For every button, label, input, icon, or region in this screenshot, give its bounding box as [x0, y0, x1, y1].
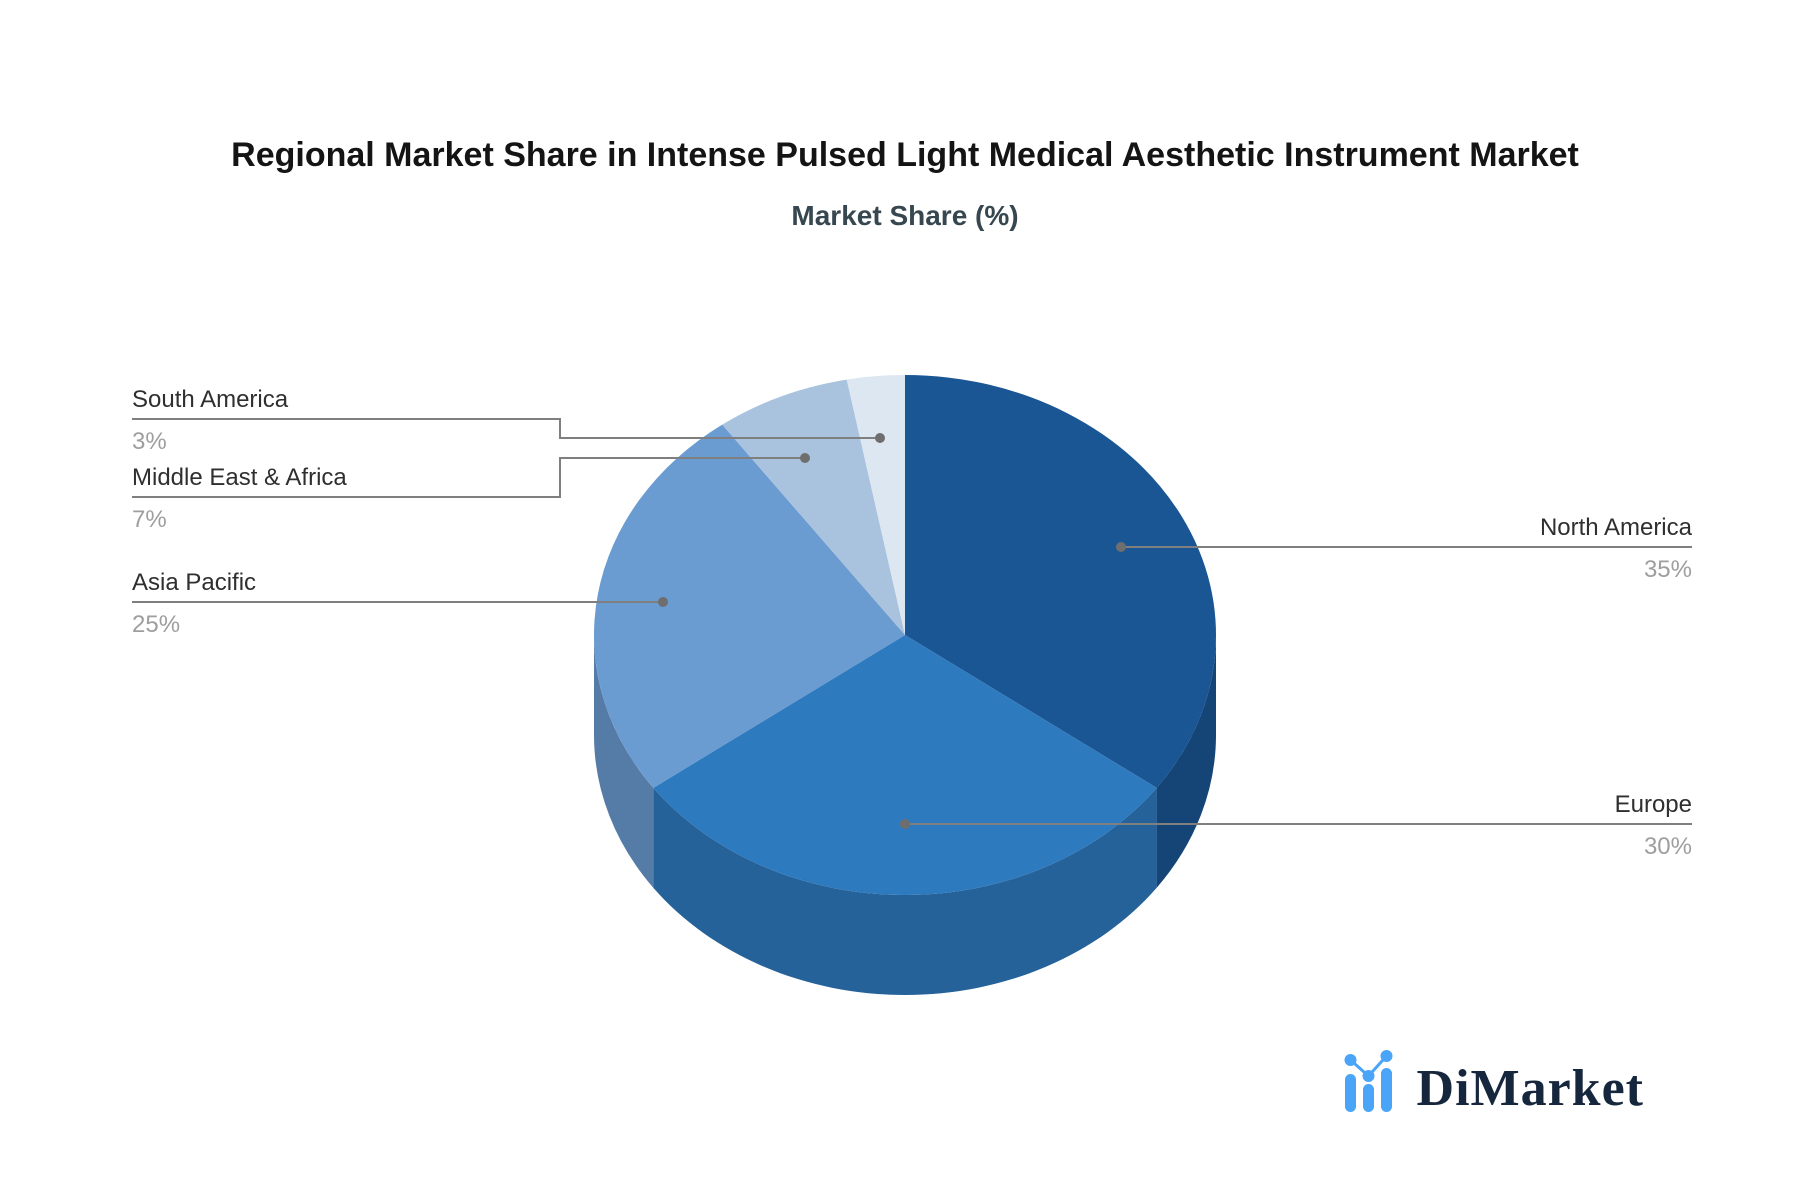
- pie-slice-side-europe: [653, 787, 1157, 996]
- dimarket-logo: DiMarket: [1343, 1050, 1644, 1117]
- dimarket-logo-icon: [1344, 1050, 1393, 1112]
- pie-slice-asia-pacific[interactable]: [594, 424, 905, 788]
- pie-slice-side-asia-pacific: [594, 635, 654, 888]
- leader-dot-asia-pacific: [658, 597, 668, 607]
- leader-dot-europe: [900, 819, 910, 829]
- slice-label-value: 30%: [1643, 833, 1692, 860]
- slice-label-asia-pacific: Asia Pacific 25%: [132, 568, 256, 640]
- slice-label-middle-east-africa: Middle East & Africa 7%: [132, 463, 347, 535]
- leader-dot-north-america: [1116, 542, 1126, 552]
- slice-label-text: North America: [1539, 514, 1692, 541]
- slice-label-south-america: South America 3%: [132, 385, 288, 457]
- pie-slice-middle-east-africa[interactable]: [722, 379, 905, 635]
- chart-title: Regional Market Share in Intense Pulsed …: [231, 136, 1579, 174]
- leader-dot-middle-east-africa: [800, 453, 810, 463]
- dimarket-logo-text: DiMarket: [1416, 1060, 1644, 1117]
- leader-line-south-america: [132, 418, 880, 439]
- slice-label-text: South America: [132, 386, 289, 413]
- slice-label-text: Middle East & Africa: [132, 464, 347, 491]
- slice-label-north-america: North America 35%: [1540, 513, 1692, 585]
- pie-slice-europe[interactable]: [653, 635, 1157, 896]
- slice-label-europe: Europe 30%: [1615, 790, 1692, 862]
- leader-line-middle-east-africa: [132, 457, 805, 498]
- pie-slice-south-america[interactable]: [846, 375, 905, 635]
- chart-subtitle: Market Share (%): [791, 200, 1019, 231]
- slice-label-value: 3%: [132, 428, 167, 455]
- pie-slice-north-america[interactable]: [905, 375, 1216, 788]
- slice-label-value: 7%: [132, 506, 167, 533]
- leader-dot-south-america: [875, 433, 885, 443]
- slice-label-value: 25%: [132, 611, 181, 638]
- slice-label-value: 35%: [1643, 556, 1692, 583]
- slice-label-text: Asia Pacific: [132, 569, 257, 596]
- slice-label-text: Europe: [1614, 791, 1692, 818]
